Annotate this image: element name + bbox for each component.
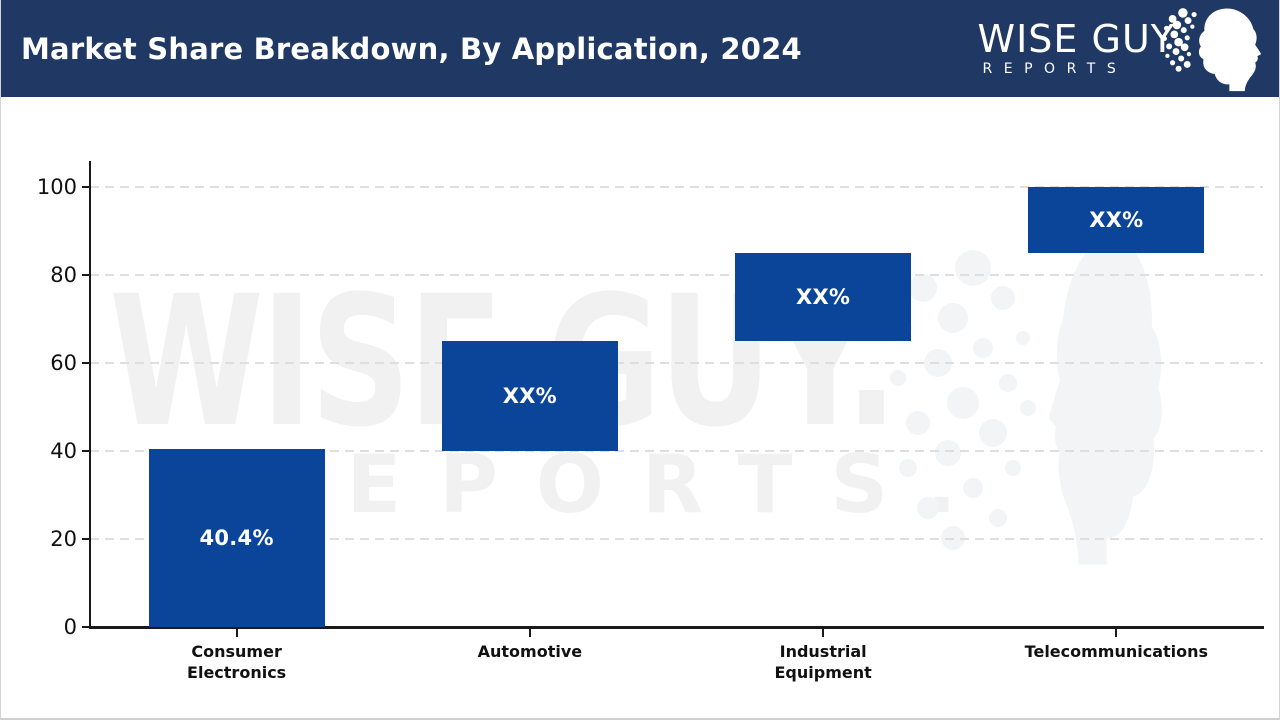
x-tick-automotive (528, 629, 531, 637)
category-label-line: Telecommunications (1024, 642, 1209, 661)
bar-label-industrial-equipment: XX% (795, 284, 851, 309)
gridline-80 (90, 273, 1263, 276)
header-bar: Market Share Breakdown, By Application, … (1, 0, 1279, 97)
wiseguy-head-icon (1162, 7, 1262, 91)
x-axis-line (89, 626, 1264, 629)
y-tick-label-80: 80 (50, 262, 77, 287)
y-tick-label-60: 60 (50, 350, 77, 375)
gridline-100 (90, 185, 1263, 188)
category-label-telecommunications: Telecommunications (986, 641, 1246, 662)
logo-wordmark: WISE GUY REPORTS (977, 17, 1175, 77)
y-tick-0 (82, 626, 90, 628)
x-tick-consumer-electronics (235, 629, 238, 637)
category-label-line: Industrial (779, 642, 867, 661)
x-tick-telecommunications (1115, 629, 1118, 637)
gridline-20 (90, 537, 1263, 540)
category-label-line: Consumer (191, 642, 282, 661)
bar-label-consumer-electronics: 40.4% (199, 526, 274, 550)
logo-wordmark-line2: REPORTS (982, 60, 1128, 77)
y-tick-20 (82, 537, 90, 540)
y-tick-100 (82, 185, 90, 188)
bar-label-automotive: XX% (502, 383, 558, 408)
category-label-line: Automotive (477, 642, 583, 661)
category-label-consumer-electronics: Consumer Electronics (107, 641, 367, 683)
category-label-industrial-equipment: Industrial Equipment (693, 641, 953, 683)
bar-industrial-equipment: XX% (735, 252, 912, 341)
y-axis-line (89, 161, 91, 629)
y-tick-label-20: 20 (50, 526, 77, 551)
bar-automotive: XX% (441, 340, 618, 451)
logo-wordmark-line1: WISE GUY (977, 17, 1175, 62)
y-tick-80 (82, 273, 90, 276)
bar-telecommunications: XX% (1028, 186, 1205, 253)
y-tick-label-40: 40 (50, 438, 77, 463)
page-title: Market Share Breakdown, By Application, … (21, 31, 802, 66)
y-tick-40 (82, 449, 90, 452)
y-tick-label-0: 0 (63, 615, 77, 639)
bar-label-telecommunications: XX% (1089, 207, 1144, 232)
category-label-line: Electronics (187, 663, 287, 682)
gridline-40 (90, 449, 1263, 452)
brand-logo: WISE GUY REPORTS (978, 6, 1265, 92)
y-tick-60 (82, 361, 90, 364)
gridline-60 (90, 361, 1263, 364)
category-label-line: Equipment (774, 663, 872, 682)
x-tick-industrial-equipment (822, 629, 825, 637)
y-tick-label-100: 100 (36, 174, 77, 199)
category-label-automotive: Automotive (400, 641, 660, 662)
bar-consumer-electronics: 40.4% (148, 449, 325, 627)
